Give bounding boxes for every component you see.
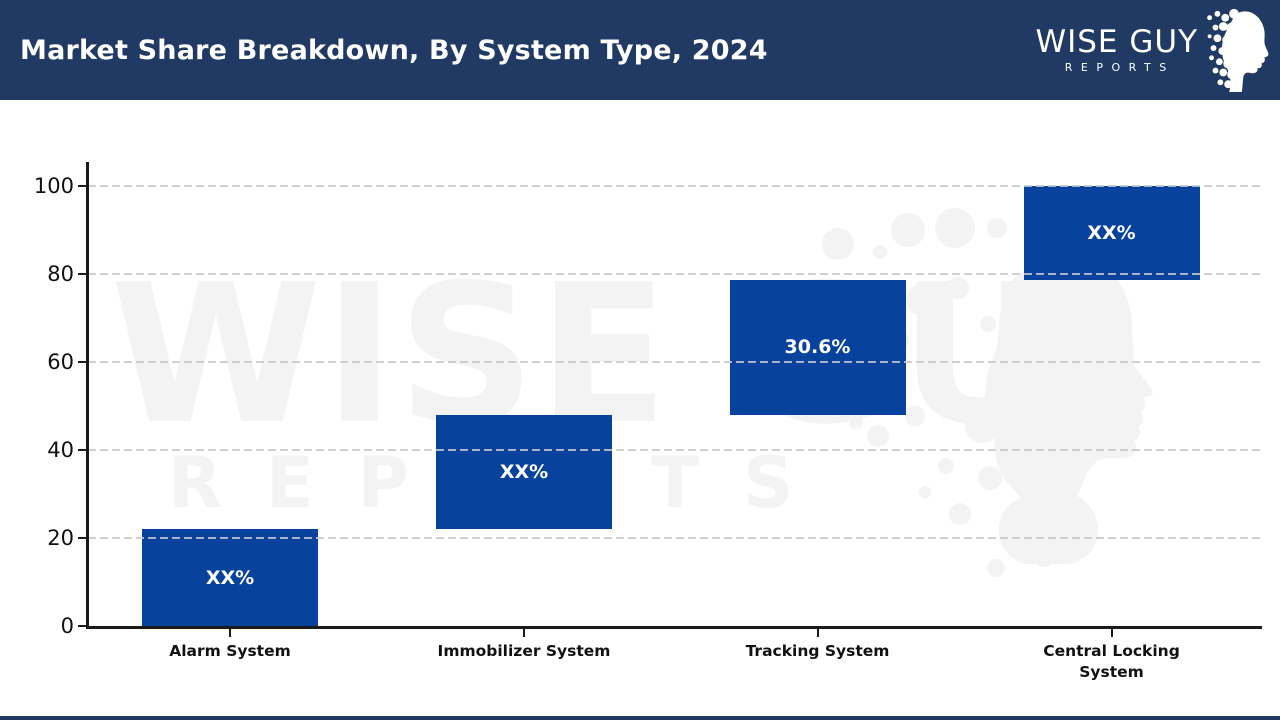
x-tick-label: Central Locking System (1043, 642, 1180, 681)
page-title: Market Share Breakdown, By System Type, … (20, 34, 768, 66)
gridline-80 (88, 273, 1262, 275)
watermark-dot (873, 245, 887, 259)
watermark-dot (822, 228, 854, 260)
gridline-100 (88, 185, 1262, 187)
y-tick-label-40: 40 (47, 438, 74, 462)
bar-value-label: XX% (205, 566, 255, 589)
watermark-dot (980, 316, 996, 332)
watermark-dot (918, 305, 952, 339)
y-tick-20 (78, 537, 86, 539)
wise-guy-logo: WISE GUY REPORTS (1035, 4, 1272, 96)
watermark-dot (965, 409, 999, 443)
x-axis-spine (86, 626, 1262, 629)
bar-segment: XX% (436, 414, 612, 530)
watermark-dot (891, 213, 925, 247)
bar-segment: XX% (142, 529, 318, 626)
x-tick (1110, 628, 1113, 637)
gridline-20 (88, 537, 1262, 539)
x-tick (523, 628, 525, 637)
watermark-head-icon (985, 259, 1153, 564)
y-axis-spine (86, 162, 89, 628)
bar-segment: 30.6% (729, 280, 906, 415)
bar-value-label: 30.6% (784, 336, 851, 359)
watermark-dot (929, 373, 951, 395)
x-tick (816, 628, 819, 637)
bar-value-label: XX% (499, 460, 549, 483)
watermark-dot (938, 458, 954, 474)
y-tick-label-60: 60 (47, 350, 74, 374)
watermark-dot (949, 503, 971, 525)
x-tick-label: Alarm System (169, 642, 291, 660)
y-tick-0 (78, 625, 86, 627)
x-tick-label: Tracking System (745, 642, 890, 660)
logo-text: WISE GUY REPORTS (1035, 23, 1198, 74)
watermark-dot (947, 277, 969, 299)
logo-subtitle: REPORTS (1064, 60, 1175, 74)
watermark-dot (1021, 363, 1035, 377)
gridline-60 (88, 361, 1262, 363)
watermark-dot (867, 425, 889, 447)
gridline-40 (88, 449, 1262, 451)
watermark-dot (919, 486, 931, 498)
x-tick (229, 628, 231, 637)
y-tick-label-0: 0 (60, 614, 74, 638)
watermark-dot (1033, 545, 1055, 567)
y-tick-80 (78, 273, 86, 275)
bar-value-label: XX% (1087, 222, 1136, 245)
y-tick-100 (78, 185, 86, 187)
watermark-dot (987, 218, 1007, 238)
y-tick-60 (78, 361, 86, 363)
watermark-dot (905, 406, 925, 426)
watermark-dot (978, 466, 1002, 490)
dotted-head-icon (1207, 8, 1269, 93)
footer-accent-line (0, 716, 1280, 720)
watermark-dot (849, 415, 863, 429)
bar-segment: XX% (1023, 186, 1200, 281)
logo-wordmark: WISE GUY (1035, 23, 1198, 60)
watermark-dot (935, 208, 975, 248)
y-tick-label-20: 20 (47, 526, 74, 550)
y-tick-label-80: 80 (47, 262, 74, 286)
header-bar: Market Share Breakdown, By System Type, … (0, 0, 1280, 100)
watermark-dot (987, 559, 1005, 577)
y-tick-label-100: 100 (33, 174, 74, 198)
x-tick-label: Immobilizer System (437, 642, 611, 660)
y-tick-40 (78, 449, 86, 451)
